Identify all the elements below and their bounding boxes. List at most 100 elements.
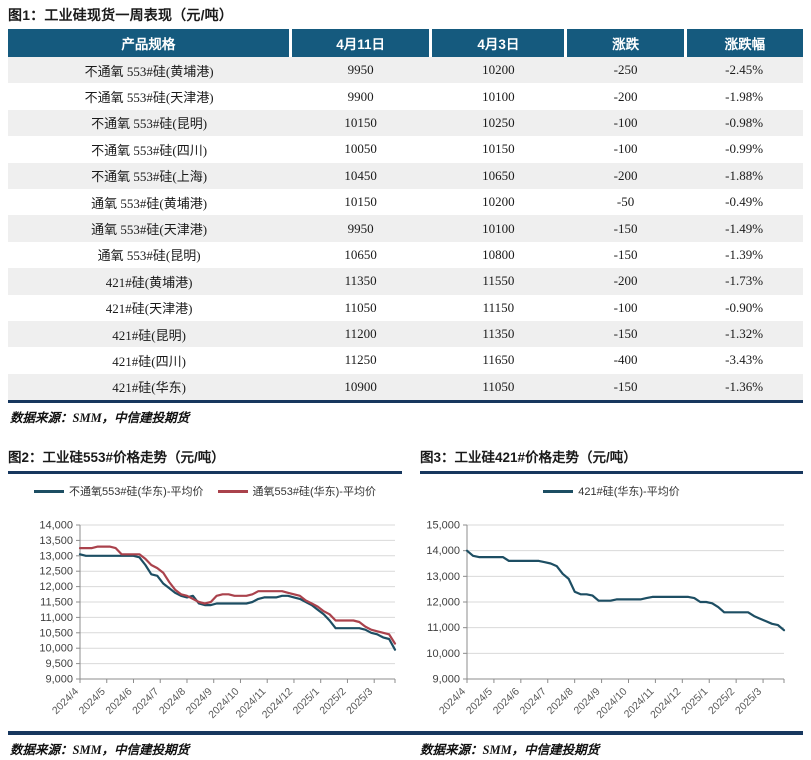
table-row: 通氧 553#硅(天津港) 9950 10100 -150 -1.49% <box>8 215 803 242</box>
value-cell: -200 <box>613 167 638 183</box>
product-spec-cell: 不通氧 553#硅(黄埔港) <box>84 63 214 79</box>
value-cell: -1.98% <box>725 88 764 104</box>
fig3-title: 图3：工业硅421#价格走势（元/吨） <box>420 446 803 474</box>
value-cell: 11250 <box>344 352 377 368</box>
header-row: 产品规格 4月11日 4月3日 涨跌 涨跌幅 <box>8 29 803 57</box>
y-tick-label: 9,000 <box>432 674 460 686</box>
product-spec-cell: 不通氧 553#硅(上海) <box>91 169 208 185</box>
value-cell: -200 <box>613 88 638 104</box>
product-spec-cell: 通氧 553#硅(昆明) <box>97 248 201 264</box>
value-cell: -250 <box>613 62 638 78</box>
y-tick-label: 14,000 <box>426 545 460 557</box>
value-cell: 10050 <box>344 141 377 157</box>
value-cell: 9950 <box>347 62 374 78</box>
x-tick-label: 2024/5 <box>77 686 108 717</box>
legend-label: 通氧553#硅(华东)-平均价 <box>252 486 376 498</box>
column-header: 4月11日 <box>288 29 431 57</box>
fig1-title: 图1：工业硅现货一周表现（元/吨） <box>8 7 234 23</box>
legend-label: 421#硅(华东)-平均价 <box>578 486 680 498</box>
value-cell: -100 <box>613 299 638 315</box>
value-cell: 11650 <box>482 352 515 368</box>
value-cell: 11350 <box>344 273 377 289</box>
x-tick-label: 2025/1 <box>679 686 710 717</box>
value-cell: -50 <box>616 194 635 210</box>
value-cell: 10250 <box>482 114 515 130</box>
value-cell: 11050 <box>482 378 515 394</box>
column-header: 涨跌 <box>564 29 686 57</box>
x-tick-label: 2024/12 <box>260 686 295 721</box>
value-cell: 10100 <box>482 220 515 236</box>
value-cell: -1.39% <box>725 246 764 262</box>
series-line <box>78 553 397 651</box>
product-spec-cell: 421#硅(黄埔港) <box>105 274 193 290</box>
legend-item: 通氧553#硅(华东)-平均价 <box>217 483 376 499</box>
y-tick-label: 13,000 <box>426 571 460 583</box>
y-tick-label: 13,000 <box>39 550 73 562</box>
x-tick-label: 2024/5 <box>464 686 495 717</box>
y-tick-label: 13,500 <box>39 535 73 547</box>
value-cell: 10150 <box>482 141 515 157</box>
x-tick-label: 2024/7 <box>130 686 161 717</box>
value-cell: -100 <box>613 114 638 130</box>
y-tick-label: 9,500 <box>45 658 73 670</box>
value-cell: -0.49% <box>725 194 764 210</box>
price-table-head: 产品规格 4月11日 4月3日 涨跌 涨跌幅 <box>8 29 803 57</box>
series-line <box>465 549 786 632</box>
fig3-panel: 图3：工业硅421#价格走势（元/吨） 421#硅(华东)-平均价 9,000 1… <box>420 446 803 727</box>
product-spec-cell: 421#硅(四川) <box>112 353 186 369</box>
value-cell: 10650 <box>344 246 377 262</box>
product-spec-cell: 不通氧 553#硅(四川) <box>91 142 208 158</box>
y-tick-label: 9,000 <box>45 674 73 686</box>
table-row: 421#硅(四川) 11250 11650 -400 -3.43% <box>8 347 803 374</box>
y-tick-label: 11,000 <box>40 612 73 624</box>
y-tick-label: 10,000 <box>39 643 73 655</box>
product-spec-cell: 421#硅(天津港) <box>105 301 193 317</box>
legend-item: 不通氧553#硅(华东)-平均价 <box>34 483 204 499</box>
table-row: 通氧 553#硅(昆明) 10650 10800 -150 -1.39% <box>8 241 803 269</box>
x-tick-label: 2024/12 <box>648 686 683 721</box>
value-cell: -0.98% <box>725 114 764 130</box>
fig2-source-note: 数据来源：SMM，中信建投期货 <box>10 743 190 757</box>
legend-item: 421#硅(华东)-平均价 <box>543 483 680 499</box>
value-cell: 10650 <box>482 167 515 183</box>
value-cell: -150 <box>613 246 638 262</box>
table-row: 421#硅(昆明) 11200 11350 -150 -1.32% <box>8 320 803 348</box>
table-row: 不通氧 553#硅(四川) 10050 10150 -100 -0.99% <box>8 136 803 163</box>
x-tick-label: 2024/4 <box>437 686 468 717</box>
value-cell: -1.36% <box>725 378 764 394</box>
product-spec-cell: 421#硅(昆明) <box>112 327 186 343</box>
product-spec-cell: 通氧 553#硅(天津港) <box>91 222 208 238</box>
x-tick-label: 2024/8 <box>157 686 188 717</box>
y-tick-label: 10,000 <box>426 648 460 660</box>
x-tick-label: 2024/7 <box>518 686 549 717</box>
value-cell: 11550 <box>482 273 515 289</box>
table-row: 不通氧 553#硅(昆明) 10150 10250 -100 -0.98% <box>8 109 803 137</box>
y-tick-label: 12,000 <box>426 597 460 609</box>
fig3-legend: 421#硅(华东)-平均价 <box>420 483 803 499</box>
price-table: 产品规格 4月11日 4月3日 涨跌 涨跌幅 不通氧 553#硅(黄埔港) 9950 102… <box>8 29 803 401</box>
value-cell: -1.32% <box>725 326 764 342</box>
table-row: 421#硅(天津港) 11050 11150 -100 -0.90% <box>8 294 803 321</box>
value-cell: 10800 <box>482 246 515 262</box>
value-cell: -3.43% <box>725 352 764 368</box>
value-cell: -0.99% <box>725 141 764 157</box>
value-cell: 10900 <box>344 378 377 394</box>
x-tick-label: 2025/2 <box>317 686 348 717</box>
x-tick-label: 2024/4 <box>50 686 81 717</box>
product-spec-cell: 不通氧 553#硅(昆明) <box>91 116 208 132</box>
legend-line-swatch <box>543 489 574 493</box>
value-cell: -100 <box>613 141 638 157</box>
table-source-note: 数据来源：SMM，中信建投期货 <box>10 411 190 425</box>
value-cell: 10450 <box>344 167 377 183</box>
series-line <box>78 545 397 645</box>
column-header: 4月3日 <box>429 29 566 57</box>
fig2-panel: 图2：工业硅553#价格走势（元/吨） 不通氧553#硅(华东)-平均价 通氧55… <box>8 446 402 727</box>
table-row: 不通氧 553#硅(黄埔港) 9950 10200 -250 -2.45% <box>8 57 803 84</box>
x-tick-label: 2025/3 <box>733 686 764 717</box>
y-tick-label: 11,500 <box>40 597 73 609</box>
fig2-title: 图2：工业硅553#价格走势（元/吨） <box>8 446 402 474</box>
price-table-body: 不通氧 553#硅(黄埔港) 9950 10200 -250 -2.45% 不通氧 553… <box>8 57 803 401</box>
value-cell: 10200 <box>482 194 515 210</box>
value-cell: -2.45% <box>725 62 764 78</box>
